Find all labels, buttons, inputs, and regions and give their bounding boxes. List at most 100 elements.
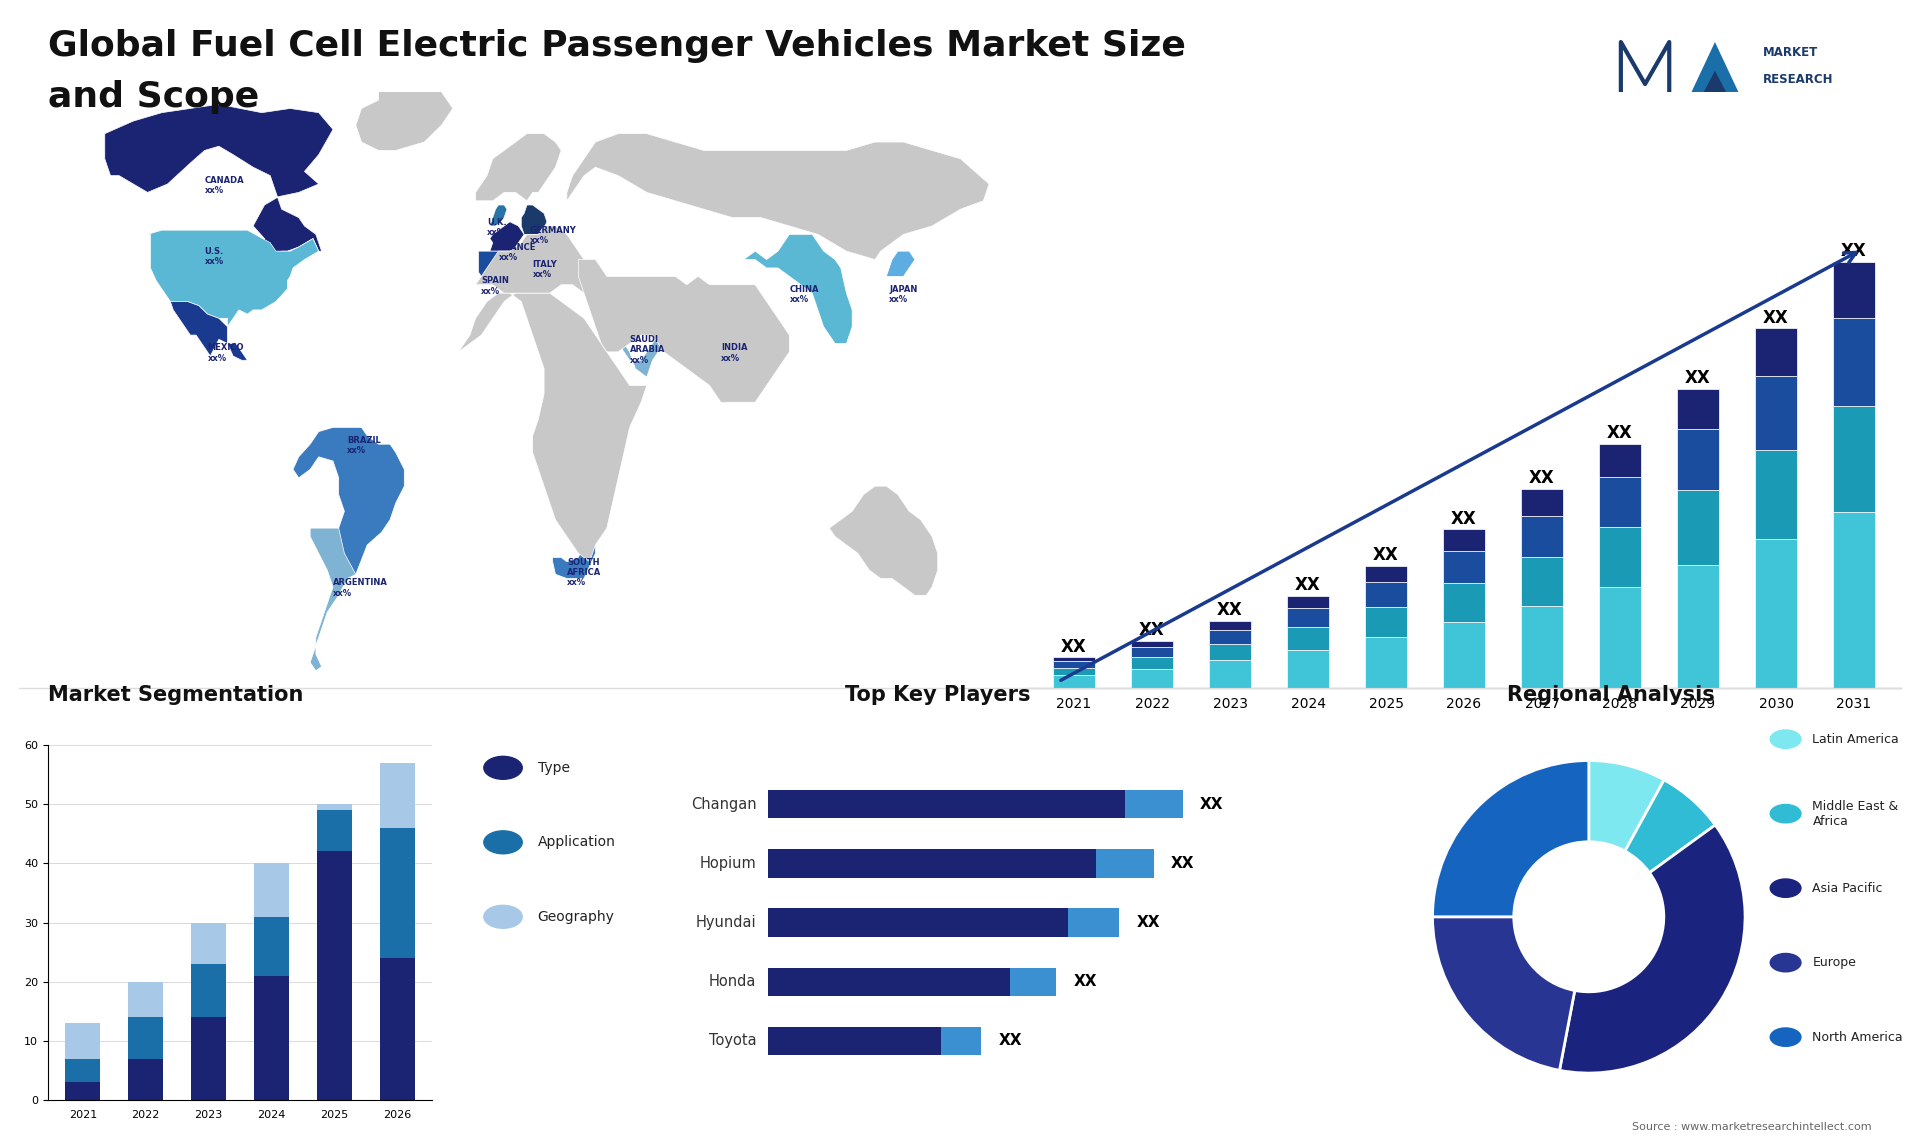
Bar [1755, 376, 1797, 450]
Bar [1208, 660, 1252, 688]
Bar [1131, 669, 1173, 688]
Text: Latin America: Latin America [1812, 732, 1899, 746]
Bar [1208, 644, 1252, 660]
Bar [192, 1018, 227, 1100]
Polygon shape [355, 84, 453, 150]
FancyBboxPatch shape [768, 909, 1068, 936]
Wedge shape [1624, 780, 1715, 873]
Bar [1676, 565, 1720, 688]
Polygon shape [553, 544, 595, 579]
Text: ARGENTINA
xx%: ARGENTINA xx% [332, 579, 388, 598]
Bar [1131, 641, 1173, 647]
Bar [1052, 667, 1096, 675]
Text: XX: XX [1763, 308, 1789, 327]
Bar [253, 917, 288, 976]
Bar [1286, 596, 1329, 609]
Bar [1052, 675, 1096, 688]
Polygon shape [490, 205, 507, 226]
Bar [1521, 606, 1563, 688]
Bar [1208, 630, 1252, 644]
FancyBboxPatch shape [1068, 909, 1119, 936]
Text: Source : www.marketresearchintellect.com: Source : www.marketresearchintellect.com [1632, 1122, 1872, 1132]
Text: XX: XX [1073, 974, 1096, 989]
Text: Market Segmentation: Market Segmentation [48, 685, 303, 705]
Polygon shape [476, 226, 607, 293]
Text: XX: XX [1217, 602, 1242, 619]
Text: U.S.
xx%: U.S. xx% [205, 246, 225, 266]
Polygon shape [1688, 71, 1741, 123]
Text: XX: XX [1171, 856, 1194, 871]
Bar [1131, 658, 1173, 669]
Wedge shape [1559, 825, 1745, 1073]
Wedge shape [1432, 761, 1590, 917]
Text: JAPAN
xx%: JAPAN xx% [889, 284, 918, 304]
Bar [192, 923, 227, 964]
Bar [1599, 444, 1642, 477]
Bar [1442, 551, 1486, 583]
Text: North America: North America [1812, 1030, 1903, 1044]
FancyBboxPatch shape [1010, 967, 1056, 996]
Bar [1286, 650, 1329, 688]
Text: Toyota: Toyota [708, 1034, 756, 1049]
Polygon shape [693, 281, 766, 402]
Text: Middle East &
Africa: Middle East & Africa [1812, 800, 1899, 827]
Text: Honda: Honda [708, 974, 756, 989]
FancyBboxPatch shape [1125, 790, 1183, 818]
Text: Geography: Geography [538, 910, 614, 924]
Bar [1442, 583, 1486, 622]
Text: XX: XX [1139, 621, 1165, 639]
Text: CANADA
xx%: CANADA xx% [205, 175, 244, 195]
Text: Hyundai: Hyundai [695, 915, 756, 931]
FancyBboxPatch shape [768, 1027, 941, 1055]
Bar [317, 851, 351, 1100]
Text: Global Fuel Cell Electric Passenger Vehicles Market Size: Global Fuel Cell Electric Passenger Vehi… [48, 29, 1187, 63]
Text: XX: XX [1686, 369, 1711, 387]
Bar [1676, 490, 1720, 565]
Polygon shape [732, 235, 852, 344]
Bar [1599, 587, 1642, 688]
Bar [380, 763, 415, 827]
Bar [65, 1059, 100, 1082]
FancyBboxPatch shape [768, 849, 1096, 878]
Bar [1286, 627, 1329, 650]
Text: SOUTH
AFRICA
xx%: SOUTH AFRICA xx% [566, 557, 601, 587]
Text: XX: XX [1296, 576, 1321, 594]
Text: U.K.
xx%: U.K. xx% [488, 218, 507, 237]
Bar [1599, 477, 1642, 527]
Bar [1755, 450, 1797, 540]
Polygon shape [478, 251, 513, 284]
Bar [129, 1018, 163, 1059]
FancyBboxPatch shape [1096, 849, 1154, 878]
Bar [1442, 622, 1486, 688]
Bar [1052, 658, 1096, 661]
Bar [1521, 557, 1563, 606]
Polygon shape [524, 238, 549, 281]
Bar [317, 810, 351, 851]
Text: RESEARCH: RESEARCH [1763, 72, 1834, 86]
Polygon shape [476, 134, 561, 201]
Text: XX: XX [998, 1034, 1021, 1049]
Text: SPAIN
xx%: SPAIN xx% [482, 276, 509, 296]
Bar [1832, 262, 1876, 319]
Text: GERMANY
xx%: GERMANY xx% [530, 226, 576, 245]
Text: MARKET: MARKET [1763, 46, 1818, 58]
Text: Type: Type [538, 761, 570, 775]
Polygon shape [311, 528, 355, 670]
Text: XX: XX [1200, 796, 1223, 811]
Bar [1676, 429, 1720, 490]
Bar [1755, 329, 1797, 376]
Text: CHINA
xx%: CHINA xx% [789, 284, 820, 304]
Polygon shape [578, 259, 789, 402]
Polygon shape [106, 104, 332, 256]
Polygon shape [877, 251, 916, 293]
Text: XX: XX [1373, 545, 1400, 564]
Text: XX: XX [1452, 510, 1476, 527]
Bar [65, 1023, 100, 1059]
Text: XX: XX [1528, 470, 1555, 487]
Polygon shape [171, 301, 253, 369]
Bar [1676, 388, 1720, 429]
Bar [129, 982, 163, 1018]
Text: SAUDI
ARABIA
xx%: SAUDI ARABIA xx% [630, 335, 664, 364]
Bar [1131, 647, 1173, 658]
Text: XX: XX [1137, 915, 1160, 931]
